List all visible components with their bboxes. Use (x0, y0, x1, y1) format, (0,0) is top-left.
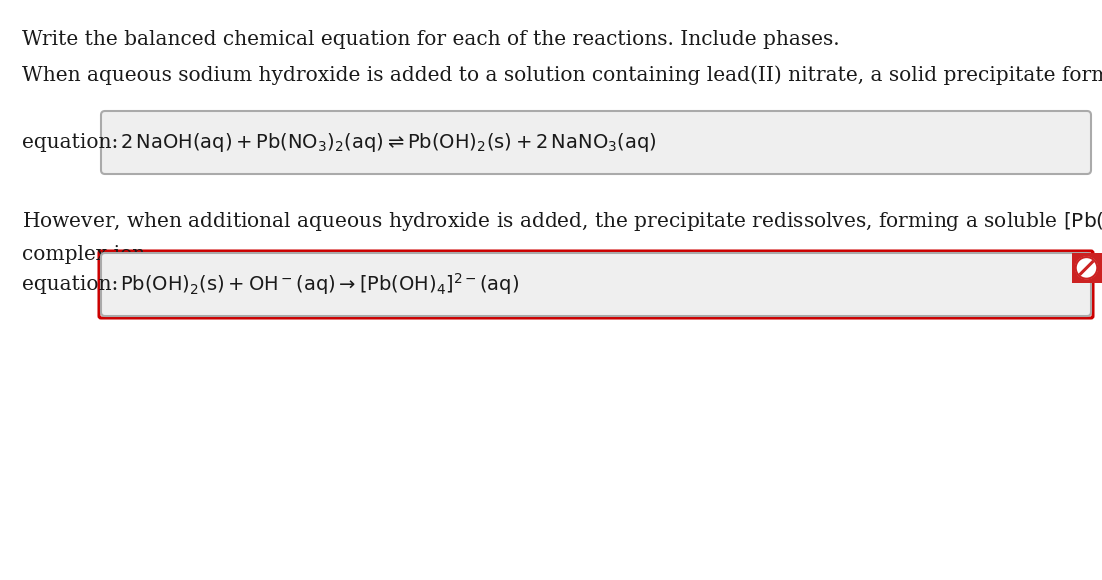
Text: equation:: equation: (22, 275, 118, 294)
Text: However, when additional aqueous hydroxide is added, the precipitate redissolves: However, when additional aqueous hydroxi… (22, 208, 1102, 234)
Text: complex ion.: complex ion. (22, 245, 152, 264)
FancyBboxPatch shape (99, 251, 1093, 318)
FancyBboxPatch shape (1071, 253, 1102, 283)
Text: $\mathrm{Pb(OH)_2(s) + OH^-(aq)} \rightarrow \mathrm{[Pb(OH)_4]^{2-}(aq)}$: $\mathrm{Pb(OH)_2(s) + OH^-(aq)} \righta… (120, 271, 519, 298)
FancyBboxPatch shape (101, 253, 1091, 316)
Text: Write the balanced chemical equation for each of the reactions. Include phases.: Write the balanced chemical equation for… (22, 30, 840, 49)
FancyBboxPatch shape (101, 111, 1091, 174)
Text: equation:: equation: (22, 133, 118, 152)
Text: $2\,\mathrm{NaOH(aq) + Pb(NO_3)_2(aq)} \rightleftharpoons \mathrm{Pb(OH)_2(s) + : $2\,\mathrm{NaOH(aq) + Pb(NO_3)_2(aq)} \… (120, 131, 657, 154)
Text: When aqueous sodium hydroxide is added to a solution containing lead(II) nitrate: When aqueous sodium hydroxide is added t… (22, 65, 1102, 85)
Circle shape (1076, 257, 1098, 279)
